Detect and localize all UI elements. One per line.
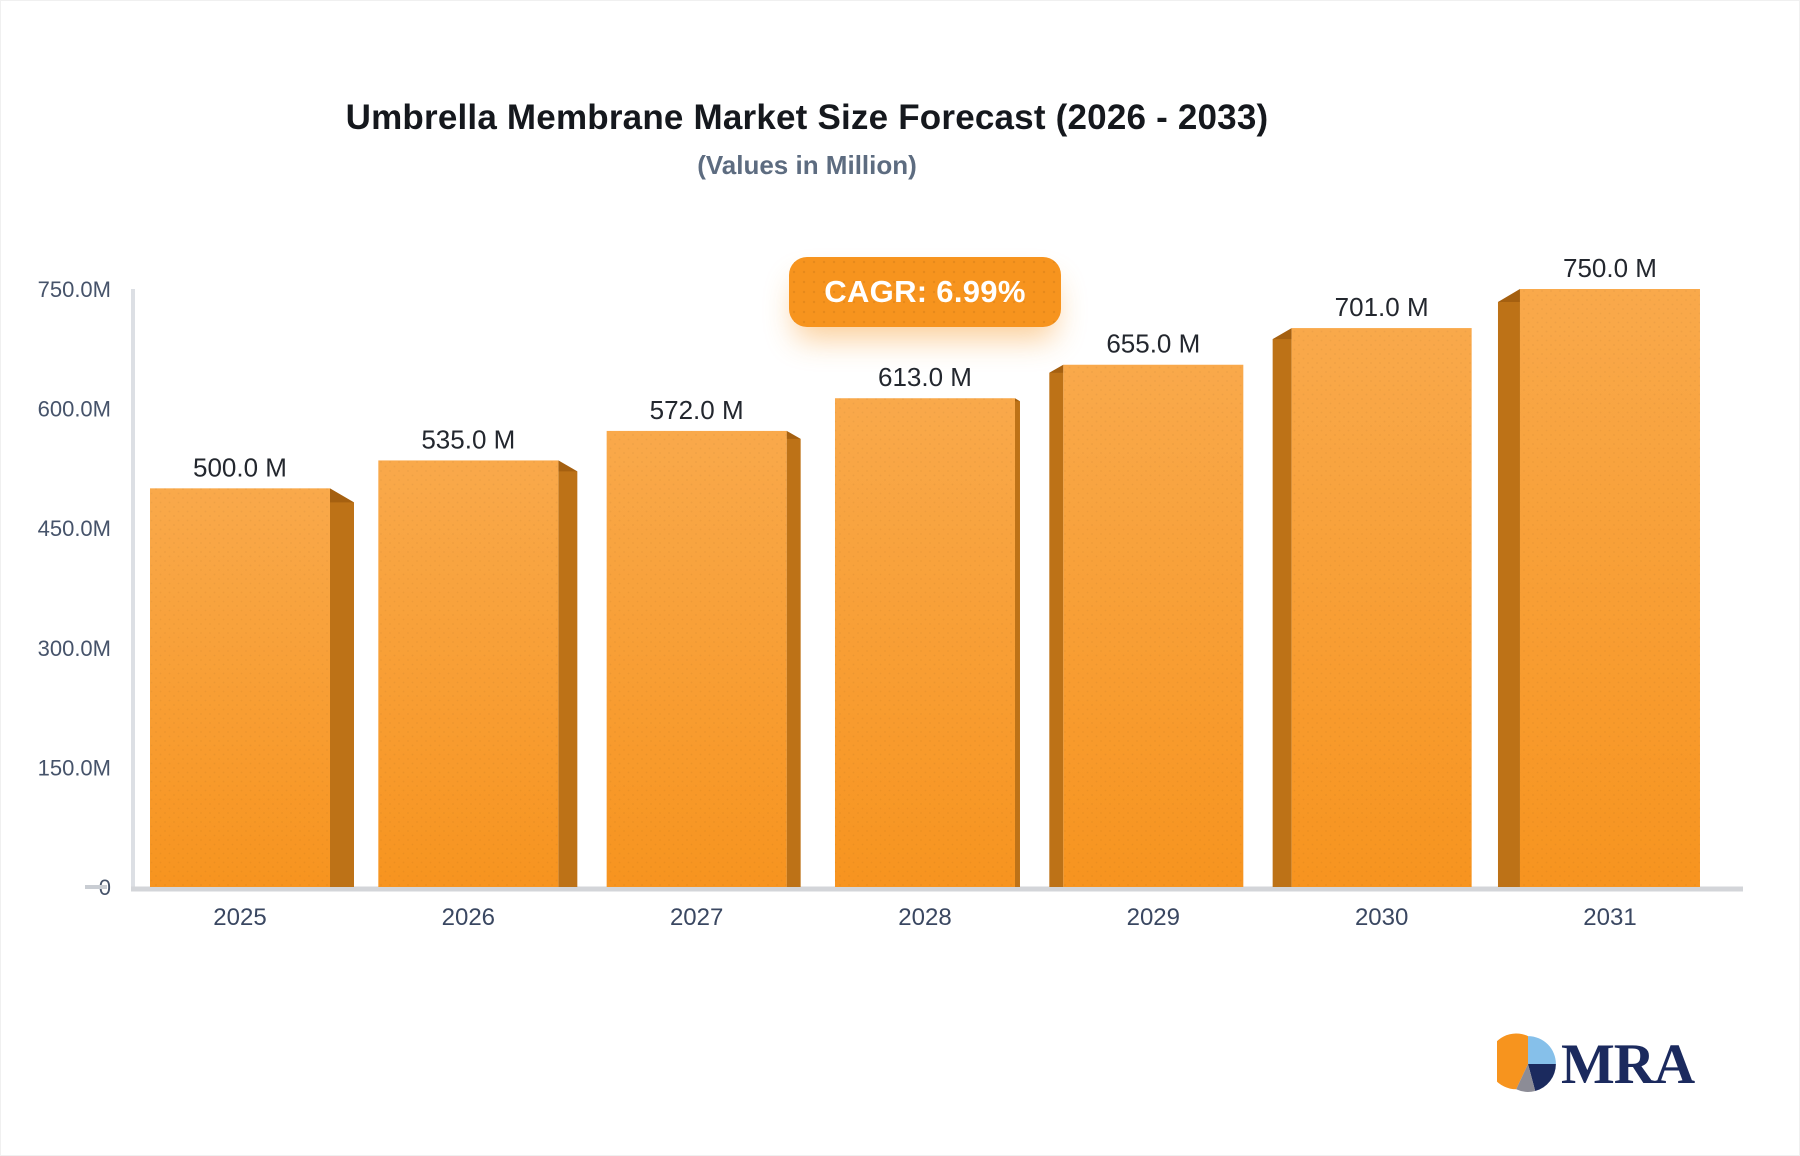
bar-side-face [558, 460, 578, 887]
x-tick-label: 2025 [213, 904, 266, 931]
y-tick-label: 600.0M [38, 397, 111, 422]
bar-side-face [1049, 364, 1064, 887]
bar-top-bevel [1014, 398, 1020, 402]
y-tick-label: 450.0M [38, 516, 111, 541]
x-tick-label: 2027 [670, 904, 723, 931]
bar-texture [1063, 364, 1244, 887]
bar-texture [1519, 289, 1700, 887]
logo-pie-slice-navy [1528, 1064, 1556, 1091]
bar-top-bevel [558, 460, 578, 472]
x-tick-label: 2026 [442, 904, 495, 931]
y-tick-label: 150.0M [38, 755, 111, 780]
bar-top-bevel [330, 488, 354, 503]
company-logo: MRA [1497, 1032, 1695, 1096]
bar-side-face [1272, 328, 1292, 887]
bar-texture [606, 430, 787, 887]
bar-value-label: 655.0 M [1106, 329, 1200, 359]
bar-top-bevel [1272, 328, 1292, 340]
y-tick-label: 300.0M [38, 636, 111, 661]
bar-top-bevel [1049, 364, 1064, 373]
bar-top-bevel [786, 430, 801, 439]
logo-pie-slice-lightblue [1528, 1036, 1556, 1064]
bar-value-label: 613.0 M [878, 362, 972, 392]
logo-pie-slice-gray [1516, 1064, 1536, 1092]
x-tick-label: 2030 [1355, 904, 1408, 931]
chart-title: Umbrella Membrane Market Size Forecast (… [345, 98, 1269, 137]
bar-top-bevel [1497, 289, 1520, 302]
bar-texture [1291, 328, 1472, 887]
chart-subtitle: (Values in Million) [697, 150, 917, 180]
logo-text: MRA [1561, 1032, 1695, 1096]
x-tick-label: 2028 [898, 904, 951, 931]
bar-value-label: 500.0 M [193, 452, 287, 482]
bar-side-face [786, 430, 801, 887]
bar-value-label: 535.0 M [421, 424, 515, 454]
bar-side-face [330, 488, 354, 887]
y-tick-label: 750.0M [38, 277, 111, 302]
x-tick-label: 2031 [1583, 904, 1636, 931]
bar-texture [150, 488, 330, 887]
bar-value-label: 750.0 M [1563, 253, 1657, 283]
bar-texture [834, 398, 1015, 887]
logo-pie-slice-orange [1497, 1033, 1528, 1090]
pie-chart-logo-icon [1497, 1033, 1556, 1092]
x-tick-label: 2029 [1127, 904, 1180, 931]
bar-side-face [1014, 398, 1020, 887]
cagr-badge: CAGR: 6.99% [789, 257, 1061, 327]
cagr-badge-label: CAGR: 6.99% [824, 274, 1026, 309]
bar-value-label: 572.0 M [650, 395, 744, 425]
bar-side-face [1497, 289, 1520, 887]
bar-texture [378, 460, 559, 887]
bar-value-label: 701.0 M [1335, 292, 1429, 322]
